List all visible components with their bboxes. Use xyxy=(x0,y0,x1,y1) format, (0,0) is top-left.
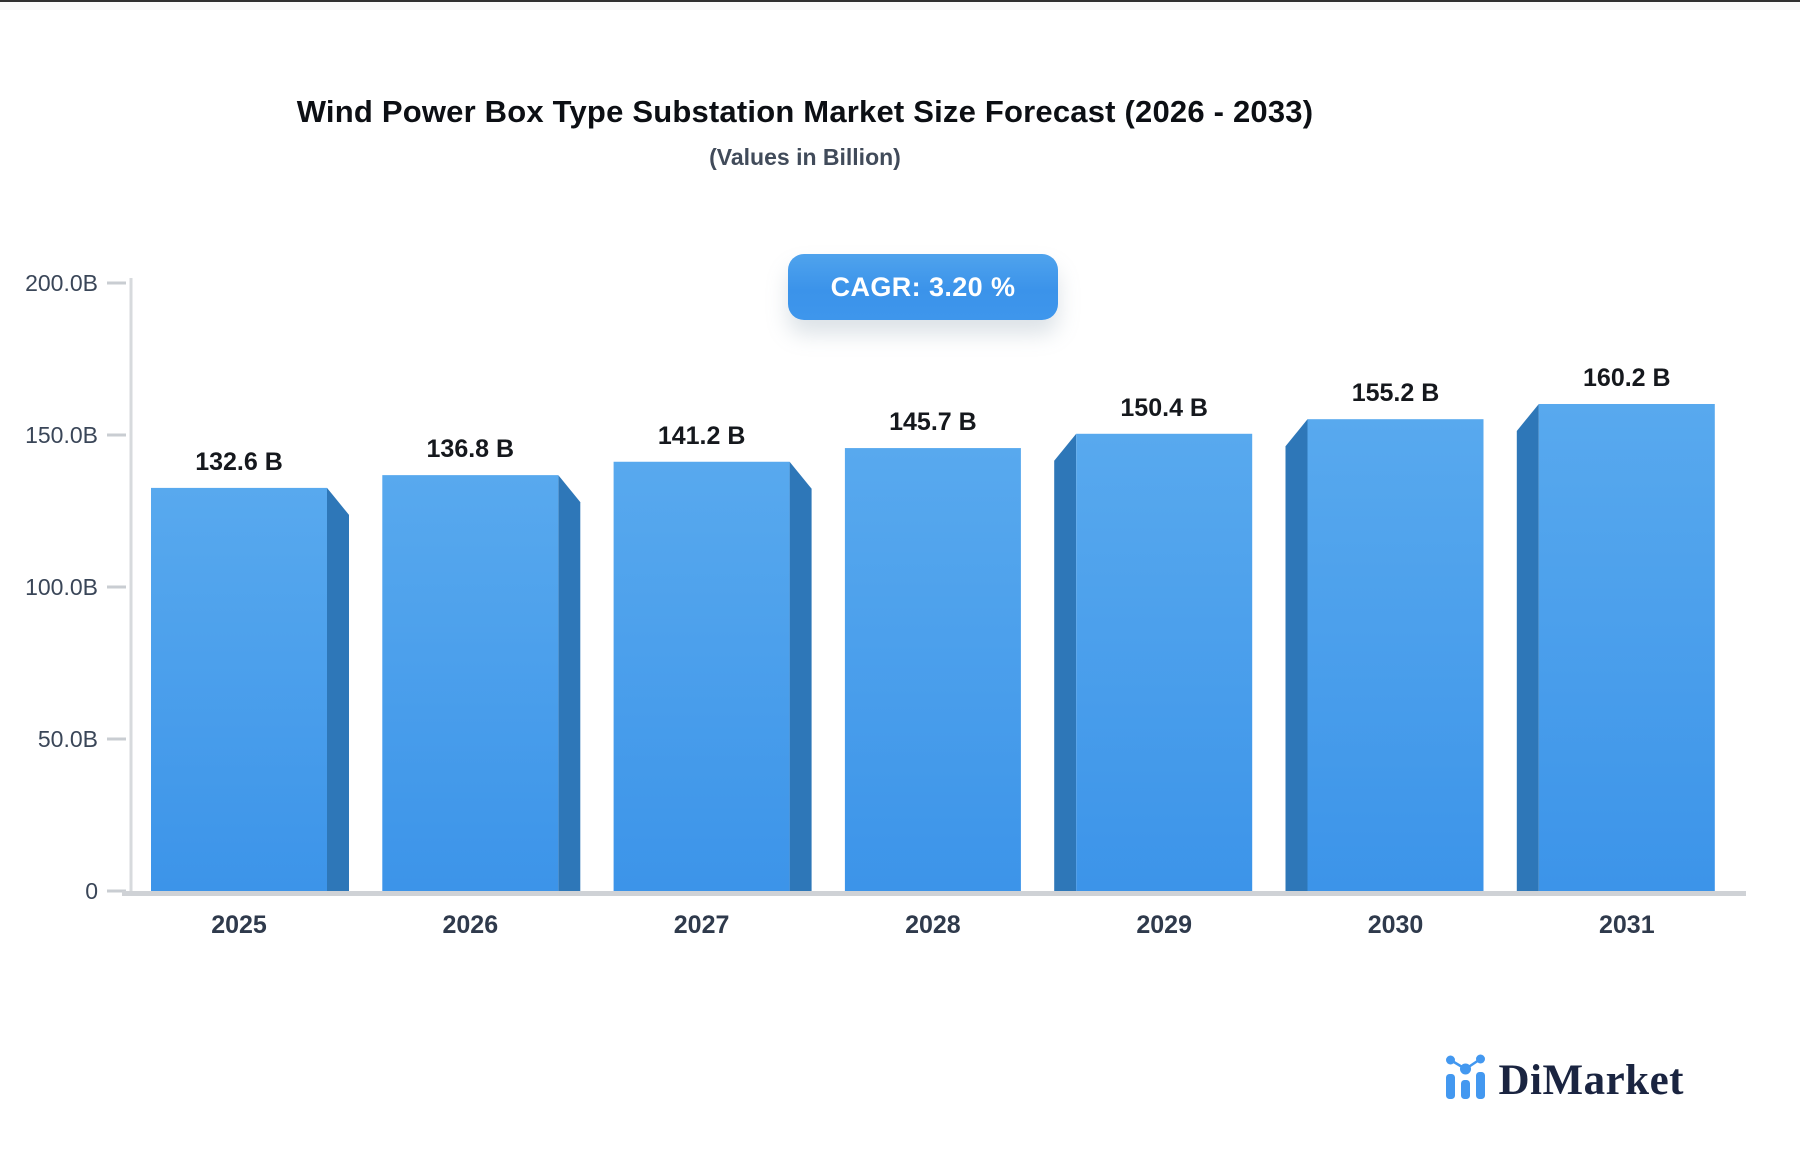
bar-value-label-2029: 150.4 B xyxy=(1120,394,1208,422)
cagr-badge-label: CAGR: 3.20 % xyxy=(830,271,1016,302)
x-axis-label-2030: 2030 xyxy=(1368,911,1424,939)
x-axis-label-2025: 2025 xyxy=(211,911,267,939)
brand-logo-text: DiMarket xyxy=(1498,1057,1684,1104)
bar-side-2025 xyxy=(327,487,349,891)
plot-area: 0 50.0B 100.0B 150.0B 200.0B 132.6 B 2025 136.8… xyxy=(25,270,1746,939)
y-axis-tick-label: 200.0B xyxy=(25,270,98,296)
bar-value-label-2027: 141.2 B xyxy=(658,422,746,450)
bar-side-2030 xyxy=(1285,419,1308,891)
bar-value-label-2025: 132.6 B xyxy=(195,448,283,476)
bar-value-label-2026: 136.8 B xyxy=(427,435,515,463)
x-axis-label-2028: 2028 xyxy=(905,911,961,939)
bar-side-2026 xyxy=(558,475,581,891)
title-block: Wind Power Box Type Substation Market Si… xyxy=(0,94,1610,171)
y-axis-tick-label: 100.0B xyxy=(25,574,98,600)
bar-2031[interactable] xyxy=(1538,403,1715,891)
y-axis-tick-label: 50.0B xyxy=(38,726,98,752)
bar-chart-trend-icon xyxy=(1445,1054,1485,1099)
x-axis-label-2027: 2027 xyxy=(674,911,730,939)
cagr-badge: CAGR: 3.20 % xyxy=(788,254,1058,320)
y-axis-tick-label: 150.0B xyxy=(25,422,98,448)
bar-side-2031 xyxy=(1516,403,1539,891)
brand-logo: DiMarket xyxy=(1443,1052,1685,1102)
x-axis-label-2031: 2031 xyxy=(1599,911,1655,939)
bar-side-2027 xyxy=(789,461,812,891)
bar-value-label-2031: 160.2 B xyxy=(1583,364,1671,392)
top-edge-strip xyxy=(0,2,1800,10)
bar-2025[interactable] xyxy=(151,487,327,891)
bar-2028[interactable] xyxy=(844,448,1021,891)
x-axis-label-2026: 2026 xyxy=(442,911,498,939)
chart-subtitle: (Values in Billion) xyxy=(709,144,901,170)
x-axis-label-2029: 2029 xyxy=(1136,911,1192,939)
y-axis-tick-label: 0 xyxy=(85,878,98,904)
bar-2029[interactable] xyxy=(1076,433,1253,891)
bar-2026[interactable] xyxy=(382,475,559,891)
bar-side-2029 xyxy=(1054,433,1077,891)
bar-2030[interactable] xyxy=(1307,419,1484,891)
bar-2027[interactable] xyxy=(613,461,790,891)
bar-value-label-2028: 145.7 B xyxy=(889,408,977,436)
chart-title: Wind Power Box Type Substation Market Si… xyxy=(296,94,1314,129)
bar-value-label-2030: 155.2 B xyxy=(1352,379,1440,407)
